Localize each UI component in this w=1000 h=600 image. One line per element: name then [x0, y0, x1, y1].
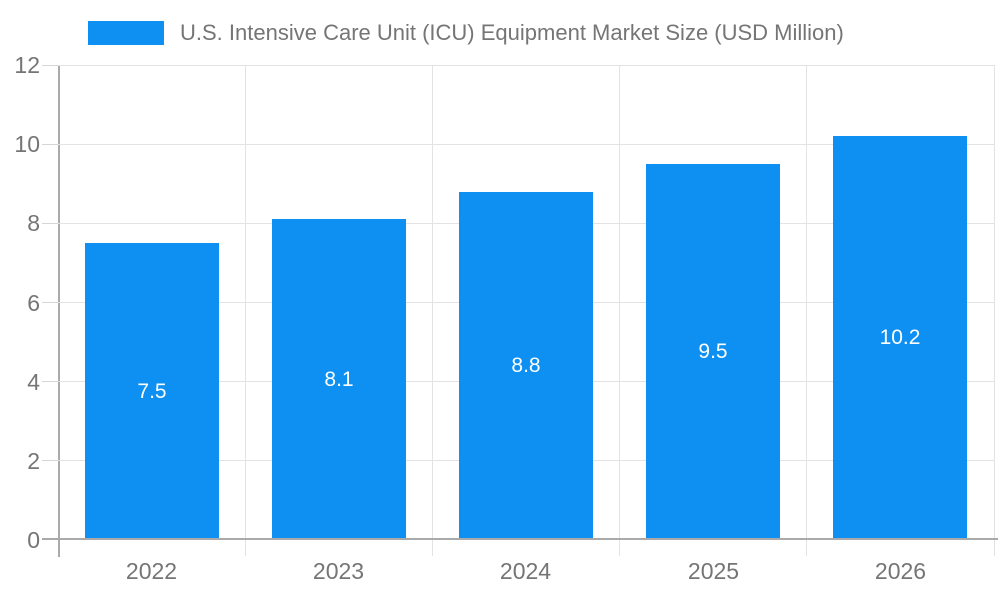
- y-axis-tick-label: 10: [14, 131, 40, 158]
- x-axis-category-label: 2022: [125, 558, 178, 584]
- x-axis-line: [42, 538, 998, 540]
- y-axis-tick: [42, 222, 58, 224]
- gridline-horizontal: [58, 143, 994, 145]
- y-axis-tick-label: 12: [14, 52, 40, 78]
- y-axis-tick: [42, 143, 58, 145]
- gridline-vertical: [993, 65, 995, 540]
- bar-value-label: 9.5: [698, 340, 728, 363]
- bar-2025[interactable]: 9.5: [646, 164, 780, 540]
- chart-legend: U.S. Intensive Care Unit (ICU) Equipment…: [88, 20, 844, 46]
- x-axis-tick: [244, 540, 246, 556]
- bar-2022[interactable]: 7.5: [85, 243, 219, 540]
- bar-2026[interactable]: 10.2: [833, 136, 967, 540]
- y-axis-tick-label: 2: [27, 447, 40, 474]
- y-axis-line: [58, 65, 60, 557]
- bar-2024[interactable]: 8.8: [459, 192, 593, 540]
- y-axis-tick-label: 8: [27, 210, 40, 237]
- x-axis-tick: [619, 540, 621, 556]
- bar-2023[interactable]: 8.1: [272, 219, 406, 540]
- y-axis-tick: [42, 302, 58, 303]
- x-axis-tick: [806, 540, 808, 556]
- y-axis-tick-label: 6: [27, 289, 40, 316]
- gridline-vertical: [431, 65, 433, 540]
- y-axis-tick: [42, 381, 58, 383]
- y-axis-tick: [42, 460, 58, 462]
- legend-label: U.S. Intensive Care Unit (ICU) Equipment…: [180, 20, 844, 45]
- legend-swatch: [88, 21, 164, 45]
- bar-value-label: 8.8: [511, 354, 541, 377]
- x-axis-tick: [993, 540, 995, 556]
- gridline-vertical: [806, 65, 808, 540]
- bar-value-label: 8.1: [324, 367, 354, 391]
- x-axis-category-label: 2023: [312, 558, 365, 584]
- y-axis-tick: [42, 64, 58, 66]
- x-axis-category-label: 2024: [499, 558, 552, 584]
- bar-value-label: 7.5: [137, 379, 167, 403]
- x-axis-category-label: 2026: [874, 558, 927, 584]
- x-axis-tick: [431, 540, 433, 556]
- gridline-vertical: [619, 65, 621, 540]
- bar-value-label: 10.2: [879, 326, 921, 349]
- y-axis-tick-label: 4: [27, 368, 40, 395]
- y-axis-tick-label: 0: [27, 527, 40, 553]
- gridline-horizontal: [58, 64, 994, 66]
- gridline-vertical: [244, 65, 246, 540]
- x-axis-category-label: 2025: [687, 558, 740, 584]
